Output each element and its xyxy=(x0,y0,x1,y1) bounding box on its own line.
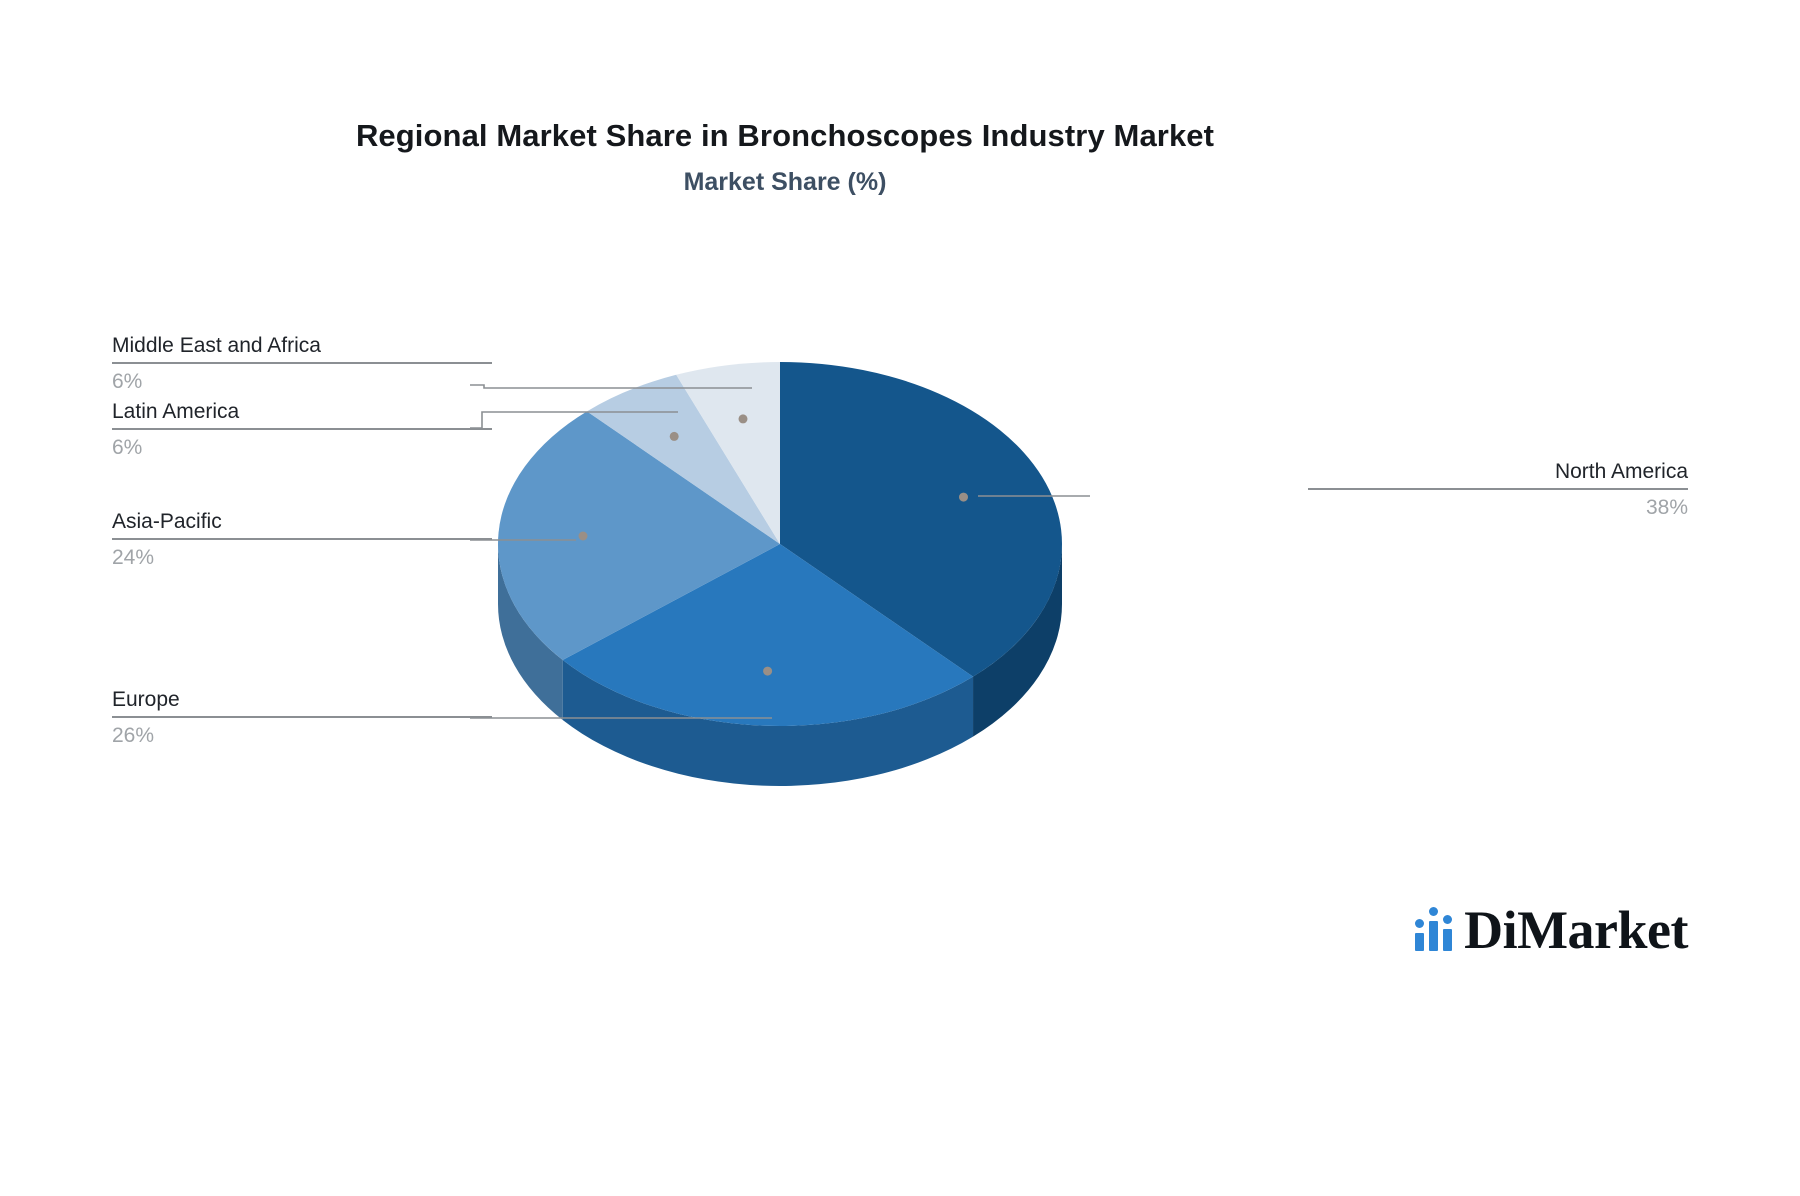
pie-depth-north-america xyxy=(973,544,1062,737)
leader-dot-asia-pacific xyxy=(578,531,588,541)
callout-value: 38% xyxy=(1645,496,1688,519)
callout-rule xyxy=(112,538,492,540)
logo-wordmark: DiMarket xyxy=(1464,900,1688,960)
leader-dot-europe xyxy=(763,666,773,676)
callout-value: 24% xyxy=(112,546,155,569)
callout-europe[interactable]: Europe 26% xyxy=(112,687,492,749)
leader-lines xyxy=(470,384,1090,719)
callout-label: Asia-Pacific xyxy=(112,510,222,533)
brand-logo[interactable]: DiMarket xyxy=(1415,900,1688,960)
pie-slice-europe[interactable] xyxy=(562,544,974,726)
pie-depth xyxy=(498,544,1062,786)
pie-slices[interactable] xyxy=(498,362,1062,726)
callout-rule xyxy=(1308,488,1688,490)
pie-slice-asia-pacific[interactable] xyxy=(498,411,780,661)
callout-label: Latin America xyxy=(112,400,240,423)
page-title: Regional Market Share in Bronchoscopes I… xyxy=(355,118,1215,153)
callout-rule xyxy=(112,428,492,430)
leader-dot-latin-america xyxy=(669,431,679,441)
callout-value: 26% xyxy=(112,724,155,747)
pie-slice-latin-america[interactable] xyxy=(586,374,780,544)
pie-depth-europe xyxy=(562,660,974,786)
callout-middle-east-africa[interactable]: Middle East and Africa 6% xyxy=(112,333,492,395)
bar-chart-icon xyxy=(1415,907,1453,955)
callout-rule xyxy=(112,716,492,718)
callout-rule xyxy=(112,362,492,364)
leader-dots xyxy=(578,414,968,676)
callout-value: 6% xyxy=(112,436,143,459)
pie-depth-asia-pacific xyxy=(498,544,563,721)
callout-asia-pacific[interactable]: Asia-Pacific 24% xyxy=(112,509,492,571)
callout-north-america[interactable]: North America 38% xyxy=(1308,459,1688,521)
pie-slice-middle-east-and-africa[interactable] xyxy=(676,362,780,544)
callout-label: North America xyxy=(1554,460,1688,483)
callout-label: Middle East and Africa xyxy=(112,334,321,357)
chart-subtitle: Market Share (%) xyxy=(683,168,887,196)
pie-slice-north-america[interactable] xyxy=(780,362,1062,677)
callout-value: 6% xyxy=(112,370,143,393)
callout-latin-america[interactable]: Latin America 6% xyxy=(112,399,492,461)
callout-label: Europe xyxy=(112,688,180,711)
leader-dot-middle-east-africa xyxy=(738,414,748,424)
pie-chart[interactable] xyxy=(470,300,1090,820)
leader-dot-north-america xyxy=(959,492,968,502)
